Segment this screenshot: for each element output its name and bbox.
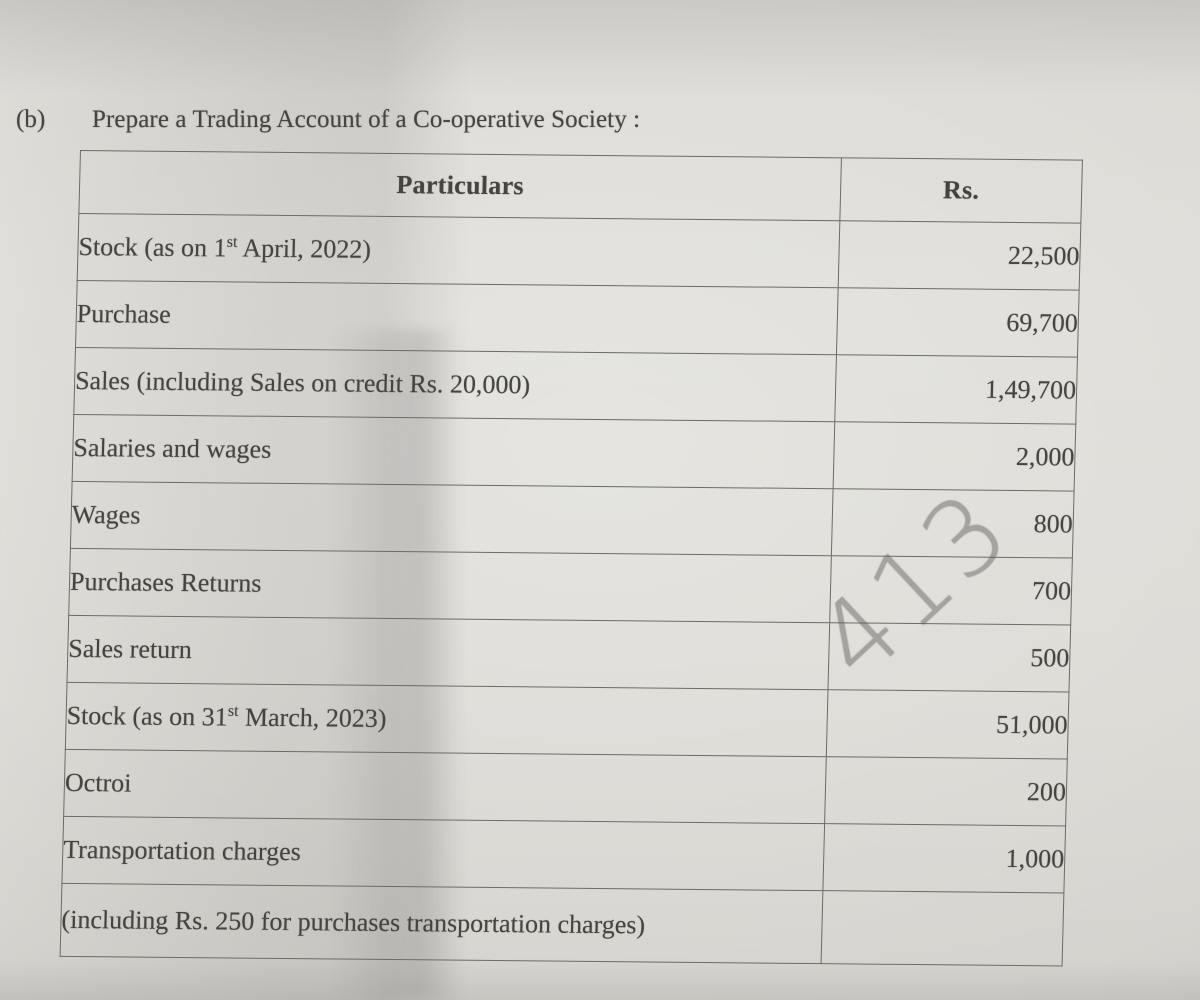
- cell-amount: 800: [831, 488, 1075, 559]
- cell-amount: 1,000: [822, 823, 1066, 893]
- table-row: Purchase 69,700: [75, 280, 1080, 358]
- table-row: Sales return 500: [67, 615, 1071, 693]
- cell-amount: 1,49,700: [834, 354, 1078, 425]
- table-header-row: Particulars Rs.: [78, 150, 1083, 224]
- table-row: Stock (as on 31st March, 2023) 51,000: [65, 682, 1069, 760]
- cell-amount: 69,700: [836, 287, 1080, 358]
- trading-account-table: Particulars Rs. Stock (as on 1st April, …: [60, 150, 1083, 966]
- cell-amount: 200: [824, 756, 1068, 826]
- table-row: Stock (as on 1st April, 2022) 22,500: [77, 213, 1081, 291]
- cell-particulars: Sales return: [67, 615, 830, 690]
- cell-particulars: Wages: [70, 481, 834, 556]
- table-row: Octroi 200: [63, 749, 1068, 826]
- cell-amount: 22,500: [838, 220, 1081, 291]
- cell-amount: 2,000: [833, 421, 1076, 492]
- cell-particulars: Salaries and wages: [72, 414, 835, 489]
- column-header-amount: Rs.: [839, 157, 1083, 224]
- cell-particulars: Stock (as on 1st April, 2022): [77, 213, 840, 288]
- table-row: Purchases Returns 700: [68, 548, 1073, 626]
- question-marker: (b): [16, 106, 46, 133]
- question-prompt: (b) Prepare a Trading Account of a Co-ope…: [16, 106, 856, 134]
- cell-particulars: Transportation charges: [61, 816, 825, 891]
- question-text: Prepare a Trading Account of a Co-operat…: [92, 106, 641, 133]
- cell-amount: 500: [827, 622, 1071, 693]
- cell-note-amount-blank: [821, 890, 1064, 966]
- trading-account-table-wrapper: Particulars Rs. Stock (as on 1st April, …: [59, 150, 1083, 985]
- ordinal-suffix: st: [226, 233, 238, 251]
- cell-particulars: Sales (including Sales on credit Rs. 20,…: [73, 347, 837, 422]
- cell-particulars: Purchase: [75, 280, 839, 355]
- column-header-particulars: Particulars: [78, 150, 842, 221]
- table-row: Salaries and wages 2,000: [72, 414, 1076, 492]
- table-header: Particulars Rs.: [78, 150, 1083, 224]
- table-row: Transportation charges 1,000: [61, 816, 1066, 893]
- table-body: Stock (as on 1st April, 2022) 22,500 Purch…: [60, 213, 1081, 966]
- cell-amount: 700: [829, 555, 1073, 626]
- table-row: Sales (including Sales on credit Rs. 20,…: [73, 347, 1078, 425]
- cell-note: (including Rs. 250 for purchases transpo…: [60, 883, 823, 964]
- cell-amount: 51,000: [826, 689, 1069, 760]
- table-note-row: (including Rs. 250 for purchases transpo…: [60, 883, 1064, 966]
- table-row: Wages 800: [70, 481, 1075, 559]
- cell-particulars: Purchases Returns: [68, 548, 832, 623]
- ordinal-suffix: st: [227, 702, 239, 720]
- cell-particulars: Stock (as on 31st March, 2023): [65, 682, 828, 757]
- cell-particulars: Octroi: [63, 749, 827, 824]
